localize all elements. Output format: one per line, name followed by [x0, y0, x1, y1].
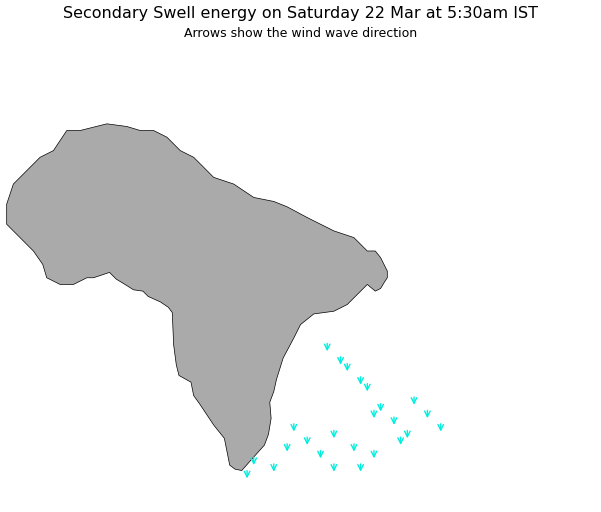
- Polygon shape: [7, 124, 387, 471]
- Text: Secondary Swell energy on Saturday 22 Mar at 5:30am IST: Secondary Swell energy on Saturday 22 Ma…: [63, 6, 538, 20]
- Text: Arrows show the wind wave direction: Arrows show the wind wave direction: [184, 28, 417, 40]
